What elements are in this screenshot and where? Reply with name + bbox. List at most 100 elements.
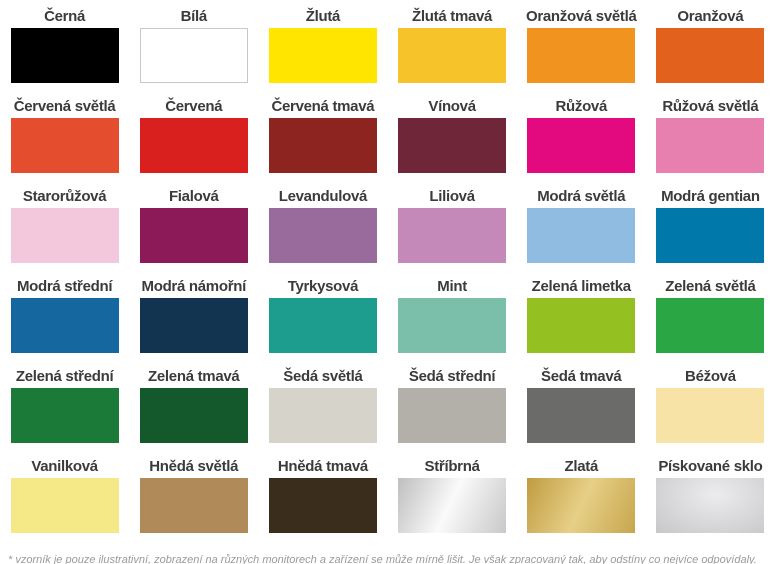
color-cell: Vanilková xyxy=(0,455,129,545)
color-name-label: Liliová xyxy=(429,188,475,205)
color-swatch xyxy=(139,208,248,263)
color-name-label: Růžová světlá xyxy=(662,98,759,115)
color-cell: Šedá střední xyxy=(388,365,517,455)
color-cell: Liliová xyxy=(388,185,517,275)
color-name-label: Žlutá tmavá xyxy=(412,8,493,25)
color-cell: Červená tmavá xyxy=(258,95,387,185)
color-cell: Modrá světlá xyxy=(517,185,646,275)
color-swatch xyxy=(398,478,507,533)
color-name-label: Žlutá xyxy=(305,8,341,25)
color-swatch xyxy=(398,208,507,263)
color-name-label: Oranžová světlá xyxy=(525,8,637,25)
color-swatch xyxy=(268,478,377,533)
disclaimer-note: * vzorník je pouze ilustrativní, zobraze… xyxy=(8,554,757,564)
color-swatch xyxy=(527,118,636,173)
color-cell: Modrá střední xyxy=(0,275,129,365)
color-swatch xyxy=(656,118,765,173)
color-cell: Hnědá tmavá xyxy=(258,455,387,545)
color-cell: Tyrkysová xyxy=(258,275,387,365)
color-swatch xyxy=(10,208,119,263)
color-swatch xyxy=(139,298,248,353)
color-cell: Levandulová xyxy=(258,185,387,275)
color-name-label: Modrá střední xyxy=(16,278,113,295)
color-name-label: Zelená světlá xyxy=(665,278,756,295)
color-swatch xyxy=(10,388,119,443)
color-swatch xyxy=(656,208,765,263)
color-swatch xyxy=(139,118,248,173)
color-swatch xyxy=(398,28,507,83)
color-swatch xyxy=(139,478,248,533)
color-swatch xyxy=(527,298,636,353)
color-name-label: Modrá gentian xyxy=(661,188,760,205)
color-cell: Fialová xyxy=(129,185,258,275)
color-swatch xyxy=(656,388,765,443)
color-cell: Zelená střední xyxy=(0,365,129,455)
color-swatch xyxy=(139,388,248,443)
color-cell: Pískované sklo xyxy=(646,455,775,545)
color-name-label: Černá xyxy=(44,8,86,25)
color-cell: Zlatá xyxy=(517,455,646,545)
color-cell: Červená xyxy=(129,95,258,185)
color-swatch xyxy=(656,298,765,353)
color-name-label: Červená světlá xyxy=(13,98,116,115)
color-cell: Červená světlá xyxy=(0,95,129,185)
color-swatch xyxy=(268,28,377,83)
color-swatch xyxy=(10,298,119,353)
color-cell: Vínová xyxy=(388,95,517,185)
color-name-label: Červená tmavá xyxy=(271,98,375,115)
color-name-label: Červená xyxy=(165,98,223,115)
color-swatch xyxy=(527,388,636,443)
color-swatch xyxy=(398,118,507,173)
color-cell: Žlutá xyxy=(258,5,387,95)
color-name-label: Šedá střední xyxy=(408,368,496,385)
color-name-label: Béžová xyxy=(685,368,736,385)
color-swatch xyxy=(268,298,377,353)
color-name-label: Fialová xyxy=(168,188,219,205)
color-swatch xyxy=(527,208,636,263)
color-cell: Růžová xyxy=(517,95,646,185)
color-name-label: Modrá světlá xyxy=(537,188,626,205)
color-name-label: Zelená střední xyxy=(15,368,114,385)
color-cell: Růžová světlá xyxy=(646,95,775,185)
color-cell: Modrá gentian xyxy=(646,185,775,275)
color-swatch xyxy=(268,208,377,263)
color-cell: Oranžová světlá xyxy=(517,5,646,95)
color-cell: Šedá světlá xyxy=(258,365,387,455)
color-name-label: Hnědá světlá xyxy=(149,458,239,475)
color-swatch xyxy=(398,298,507,353)
color-name-label: Růžová xyxy=(555,98,608,115)
color-cell: Starorůžová xyxy=(0,185,129,275)
color-name-label: Starorůžová xyxy=(22,188,107,205)
color-name-label: Vínová xyxy=(428,98,476,115)
color-name-label: Mint xyxy=(437,278,467,295)
color-name-label: Šedá světlá xyxy=(283,368,363,385)
color-name-label: Oranžová xyxy=(677,8,744,25)
color-name-label: Šedá tmavá xyxy=(541,368,622,385)
color-cell: Zelená světlá xyxy=(646,275,775,365)
color-swatch xyxy=(10,28,119,83)
color-cell: Béžová xyxy=(646,365,775,455)
color-swatch xyxy=(139,28,248,83)
color-cell: Zelená limetka xyxy=(517,275,646,365)
color-name-label: Tyrkysová xyxy=(287,278,359,295)
color-swatch xyxy=(10,478,119,533)
color-name-label: Zelená tmavá xyxy=(148,368,240,385)
color-cell: Modrá námořní xyxy=(129,275,258,365)
color-swatch xyxy=(398,388,507,443)
color-name-label: Hnědá tmavá xyxy=(277,458,368,475)
color-cell: Hnědá světlá xyxy=(129,455,258,545)
color-name-label: Zlatá xyxy=(564,458,598,475)
color-cell: Mint xyxy=(388,275,517,365)
color-cell: Žlutá tmavá xyxy=(388,5,517,95)
color-name-label: Bílá xyxy=(180,8,208,25)
color-name-label: Stříbrná xyxy=(424,458,480,475)
color-swatch xyxy=(656,478,765,533)
color-cell: Bílá xyxy=(129,5,258,95)
swatch-grid: Černá Bílá Žlutá Žlutá tmavá Oranžová světlá… xyxy=(0,5,775,545)
color-swatch xyxy=(268,118,377,173)
color-name-label: Levandulová xyxy=(278,188,368,205)
color-swatch xyxy=(10,118,119,173)
color-name-label: Pískované sklo xyxy=(658,458,763,475)
color-name-label: Modrá námořní xyxy=(141,278,247,295)
